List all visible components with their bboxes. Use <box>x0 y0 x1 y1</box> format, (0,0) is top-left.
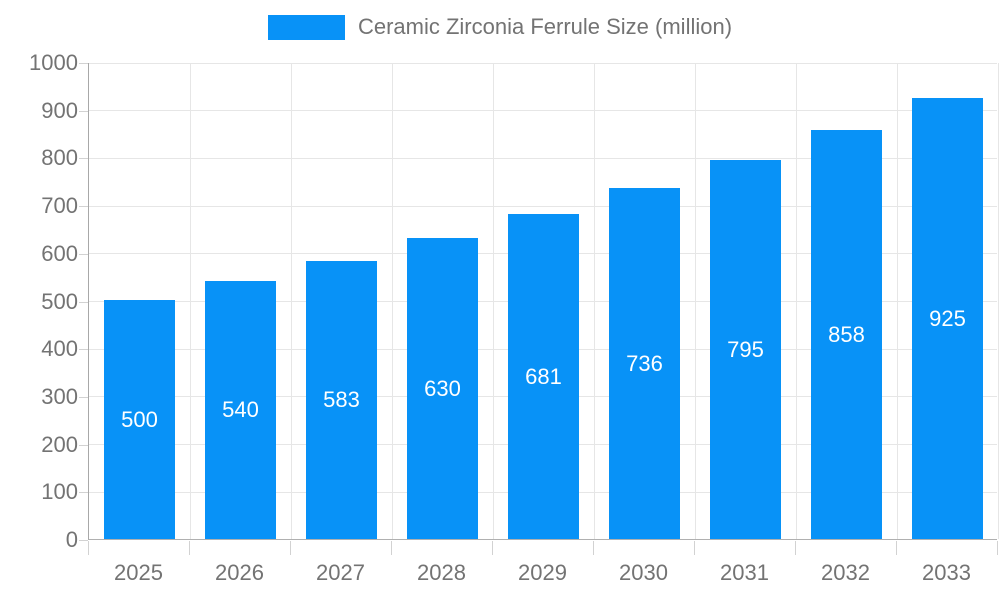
bar-2026: 540 <box>205 281 276 539</box>
legend-label: Ceramic Zirconia Ferrule Size (million) <box>357 14 733 39</box>
y-axis-label: 300 <box>41 383 78 409</box>
bar-value-label: 681 <box>525 363 562 389</box>
x-axis-tick <box>694 541 695 555</box>
y-axis-tick <box>79 349 88 351</box>
x-axis-label: 2032 <box>821 560 870 585</box>
x-axis-tick <box>391 541 392 555</box>
x-axis-tick <box>492 541 493 555</box>
y-axis-tick <box>79 444 88 446</box>
y-axis-tick <box>79 110 88 112</box>
y-axis-tick <box>79 396 88 398</box>
bar-2029: 681 <box>508 214 579 539</box>
legend-swatch <box>267 14 345 40</box>
bar-2028: 630 <box>407 238 478 539</box>
bar-2033: 925 <box>912 98 983 539</box>
x-gridline <box>391 63 393 539</box>
bar-value-label: 630 <box>424 375 461 401</box>
x-axis-label: 2026 <box>215 560 264 585</box>
y-axis-label: 800 <box>41 145 78 171</box>
x-gridline <box>694 63 696 539</box>
y-axis-tick <box>79 301 88 303</box>
y-axis-label: 600 <box>41 240 78 266</box>
x-axis-label: 2025 <box>114 560 163 585</box>
y-axis-label: 200 <box>41 431 78 457</box>
x-axis-tick <box>896 541 897 555</box>
bar-value-label: 925 <box>929 305 966 331</box>
y-axis-label: 100 <box>41 479 78 505</box>
x-gridline <box>997 63 999 539</box>
y-gridline <box>89 62 997 64</box>
x-axis-tick <box>290 541 291 555</box>
y-gridline <box>89 110 997 112</box>
bar-value-label: 736 <box>626 350 663 376</box>
x-axis-label: 2028 <box>417 560 466 585</box>
x-gridline <box>593 63 595 539</box>
x-axis-tick <box>795 541 796 555</box>
y-axis-label: 700 <box>41 193 78 219</box>
bar-value-label: 500 <box>121 406 158 432</box>
bar-2032: 858 <box>811 130 882 539</box>
bar-2031: 795 <box>710 160 781 539</box>
x-axis-label: 2029 <box>518 560 567 585</box>
bar-value-label: 583 <box>323 387 360 412</box>
x-axis-tick <box>189 541 190 555</box>
x-gridline <box>189 63 191 539</box>
y-axis-label: 1000 <box>29 50 78 75</box>
x-gridline <box>492 63 494 539</box>
y-axis-tick <box>79 63 88 64</box>
plot-area: 500 540 583 630 681 736 795 858 925 <box>88 62 999 540</box>
x-axis-tick <box>593 541 594 555</box>
x-axis-tick <box>997 541 998 555</box>
y-gridline <box>89 205 997 207</box>
y-axis-tick <box>79 158 88 160</box>
y-gridline <box>89 157 997 159</box>
x-axis-label: 2030 <box>619 560 668 585</box>
y-axis-label: 500 <box>41 288 78 314</box>
x-gridline <box>795 63 797 539</box>
y-axis-tick <box>79 253 88 255</box>
y-axis-label: 400 <box>41 336 78 362</box>
bar-value-label: 858 <box>828 321 865 347</box>
x-axis-tick <box>88 541 89 555</box>
x-gridline <box>896 63 898 539</box>
bar-value-label: 540 <box>222 397 259 422</box>
bar-2025: 500 <box>104 300 175 539</box>
y-axis-tick <box>79 206 88 208</box>
bar-2030: 736 <box>609 188 680 539</box>
y-axis-tick <box>79 492 88 494</box>
y-axis-label: 900 <box>41 97 78 123</box>
legend-item[interactable]: Ceramic Zirconia Ferrule Size (million) <box>0 14 1000 40</box>
x-axis-label: 2027 <box>316 560 365 585</box>
bar-value-label: 795 <box>727 336 764 362</box>
x-axis-label: 2033 <box>922 560 971 585</box>
x-axis-label: 2031 <box>720 560 769 585</box>
x-gridline <box>290 63 292 539</box>
y-axis-label: 0 <box>65 527 78 552</box>
y-axis-tick <box>79 540 88 541</box>
bar-2027: 583 <box>306 261 377 539</box>
